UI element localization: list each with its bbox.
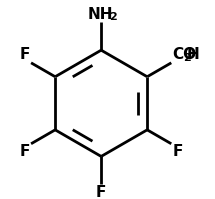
Text: NH: NH	[88, 7, 113, 22]
Text: F: F	[19, 47, 30, 62]
Text: CO: CO	[172, 47, 196, 62]
Text: F: F	[173, 144, 183, 159]
Text: 2: 2	[183, 53, 191, 63]
Text: F: F	[96, 185, 106, 199]
Text: 2: 2	[109, 12, 117, 22]
Text: F: F	[19, 144, 30, 159]
Text: H: H	[186, 47, 199, 62]
